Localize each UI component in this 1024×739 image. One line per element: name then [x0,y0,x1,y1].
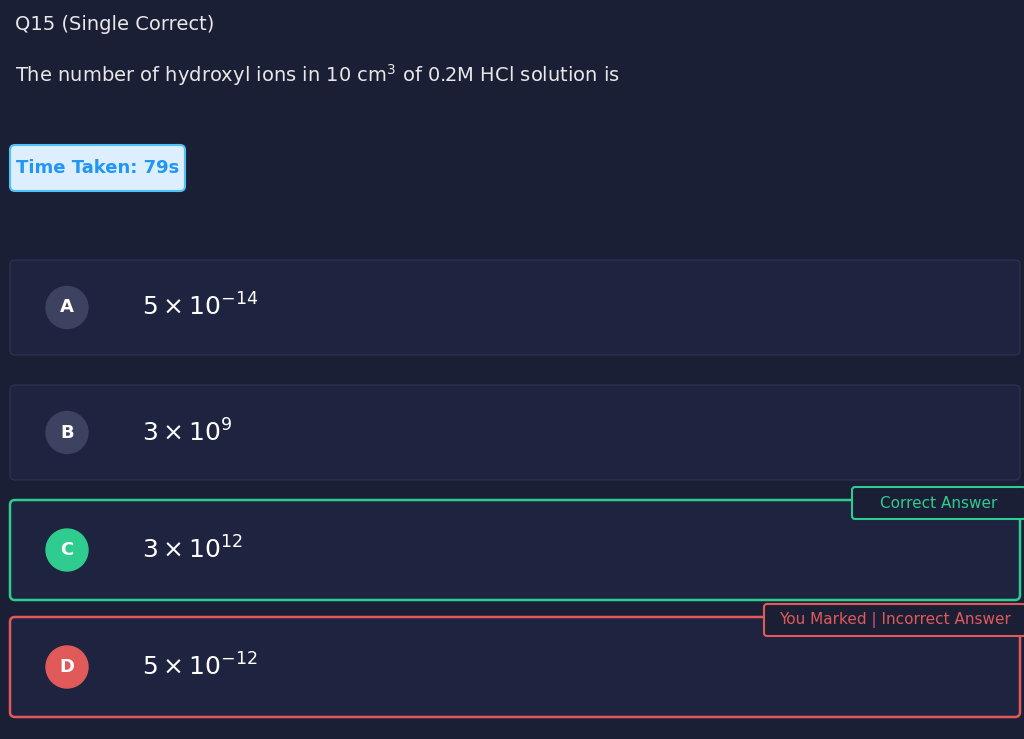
Text: Correct Answer: Correct Answer [881,496,997,511]
Text: The number of hydroxyl ions in 10 cm$^{3}$ of 0.2M HCl solution is: The number of hydroxyl ions in 10 cm$^{3… [15,62,620,88]
Text: $3 \times 10^{9}$: $3 \times 10^{9}$ [142,419,232,446]
FancyBboxPatch shape [10,385,1020,480]
Text: D: D [59,658,75,676]
FancyBboxPatch shape [10,145,185,191]
Circle shape [46,287,88,329]
FancyBboxPatch shape [10,617,1020,717]
Text: $3 \times 10^{12}$: $3 \times 10^{12}$ [142,537,243,564]
Circle shape [46,646,88,688]
Text: A: A [60,299,74,316]
Text: C: C [60,541,74,559]
FancyBboxPatch shape [764,604,1024,636]
Circle shape [46,412,88,454]
Text: Q15 (Single Correct): Q15 (Single Correct) [15,15,214,34]
FancyBboxPatch shape [852,487,1024,519]
FancyBboxPatch shape [10,500,1020,600]
FancyBboxPatch shape [10,260,1020,355]
Text: $5 \times 10^{-12}$: $5 \times 10^{-12}$ [142,653,258,681]
Text: $5 \times 10^{-14}$: $5 \times 10^{-14}$ [142,294,258,321]
Text: You Marked | Incorrect Answer: You Marked | Incorrect Answer [779,612,1011,628]
Text: B: B [60,423,74,441]
Circle shape [46,529,88,571]
Text: Time Taken: 79s: Time Taken: 79s [16,159,179,177]
